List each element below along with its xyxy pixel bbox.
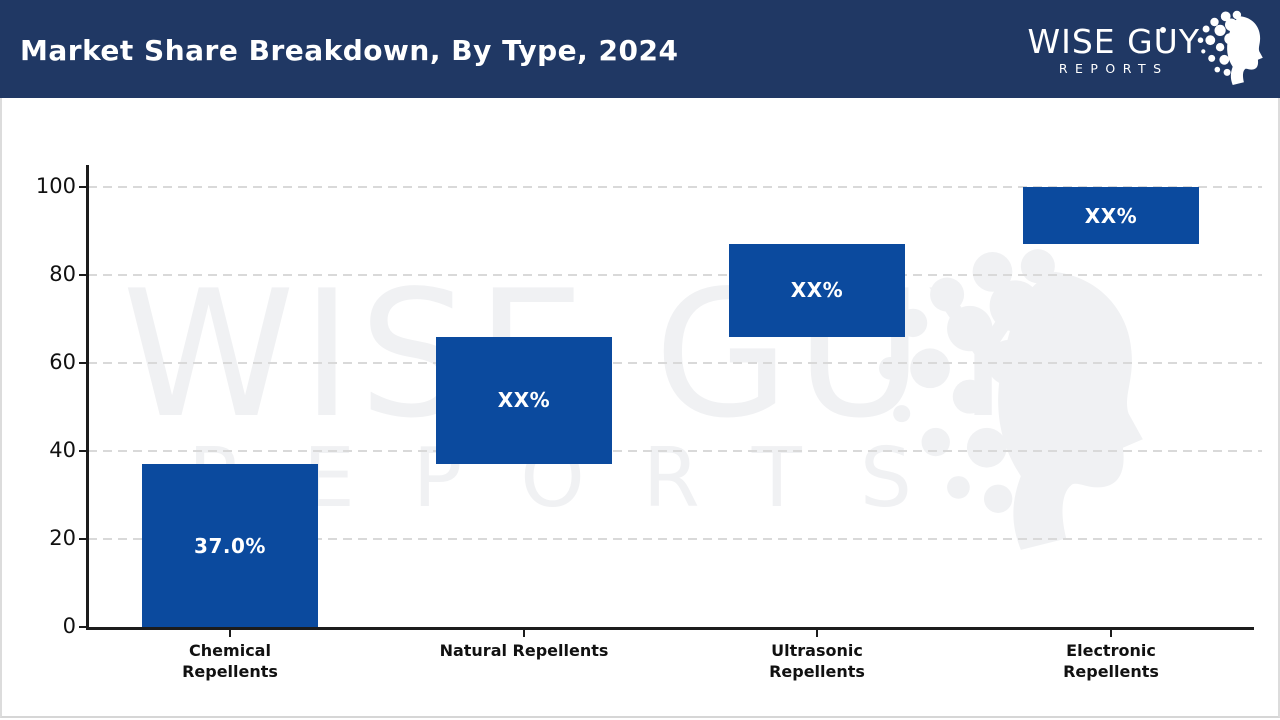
bar-2: XX% xyxy=(729,244,905,337)
x-tick-0 xyxy=(229,630,231,637)
header-bar: Market Share Breakdown, By Type, 2024 WI… xyxy=(0,0,1280,98)
page-title: Market Share Breakdown, By Type, 2024 xyxy=(20,34,679,67)
y-tick-label-20: 20 xyxy=(49,526,76,550)
y-tick-label-100: 100 xyxy=(35,174,76,198)
bar-3: XX% xyxy=(1023,187,1199,245)
y-tick-label-60: 60 xyxy=(49,350,76,374)
category-label-1: Natural Repellents xyxy=(439,641,609,660)
bar-value-label-3: XX% xyxy=(1084,203,1138,228)
y-tick-0 xyxy=(79,626,88,628)
wiseguy-head-icon xyxy=(1197,10,1263,85)
gridline-60 xyxy=(88,362,1262,364)
y-tick-60 xyxy=(79,362,88,364)
gridline-100 xyxy=(88,186,1262,188)
y-tick-80 xyxy=(79,274,88,276)
bar-value-label-2: XX% xyxy=(790,278,844,303)
x-tick-1 xyxy=(523,630,525,637)
bar-value-label-1: XX% xyxy=(497,388,551,413)
y-tick-label-40: 40 xyxy=(49,438,76,462)
y-axis-line xyxy=(86,165,89,630)
y-tick-40 xyxy=(79,450,88,452)
gridline-80 xyxy=(88,274,1262,276)
bar-0: 37.0% xyxy=(142,464,318,627)
bar-value-label-0: 37.0% xyxy=(194,533,266,558)
bar-1: XX% xyxy=(436,336,612,465)
x-axis-line xyxy=(86,627,1254,630)
logo-sub-text: REPORTS xyxy=(1058,61,1169,76)
x-tick-3 xyxy=(1110,630,1112,637)
y-tick-label-80: 80 xyxy=(49,262,76,286)
gridline-40 xyxy=(88,450,1262,452)
y-tick-100 xyxy=(79,186,88,188)
watermark-head-icon xyxy=(879,249,1143,550)
logo-brand-text: WISE GUY xyxy=(1027,22,1200,61)
category-label-3: Electronic Repellents xyxy=(1063,641,1159,681)
x-tick-2 xyxy=(816,630,818,637)
y-tick-20 xyxy=(79,538,88,540)
category-label-2: Ultrasonic Repellents xyxy=(769,641,865,681)
y-tick-label-0: 0 xyxy=(62,614,76,638)
logo-text-block: WISE GUY REPORTS xyxy=(1027,22,1200,77)
logo-dot-icon xyxy=(1160,27,1166,33)
category-label-0: Chemical Repellents xyxy=(182,641,278,681)
wiseguy-logo: WISE GUY REPORTS xyxy=(1027,6,1272,94)
gridline-20 xyxy=(88,538,1262,540)
